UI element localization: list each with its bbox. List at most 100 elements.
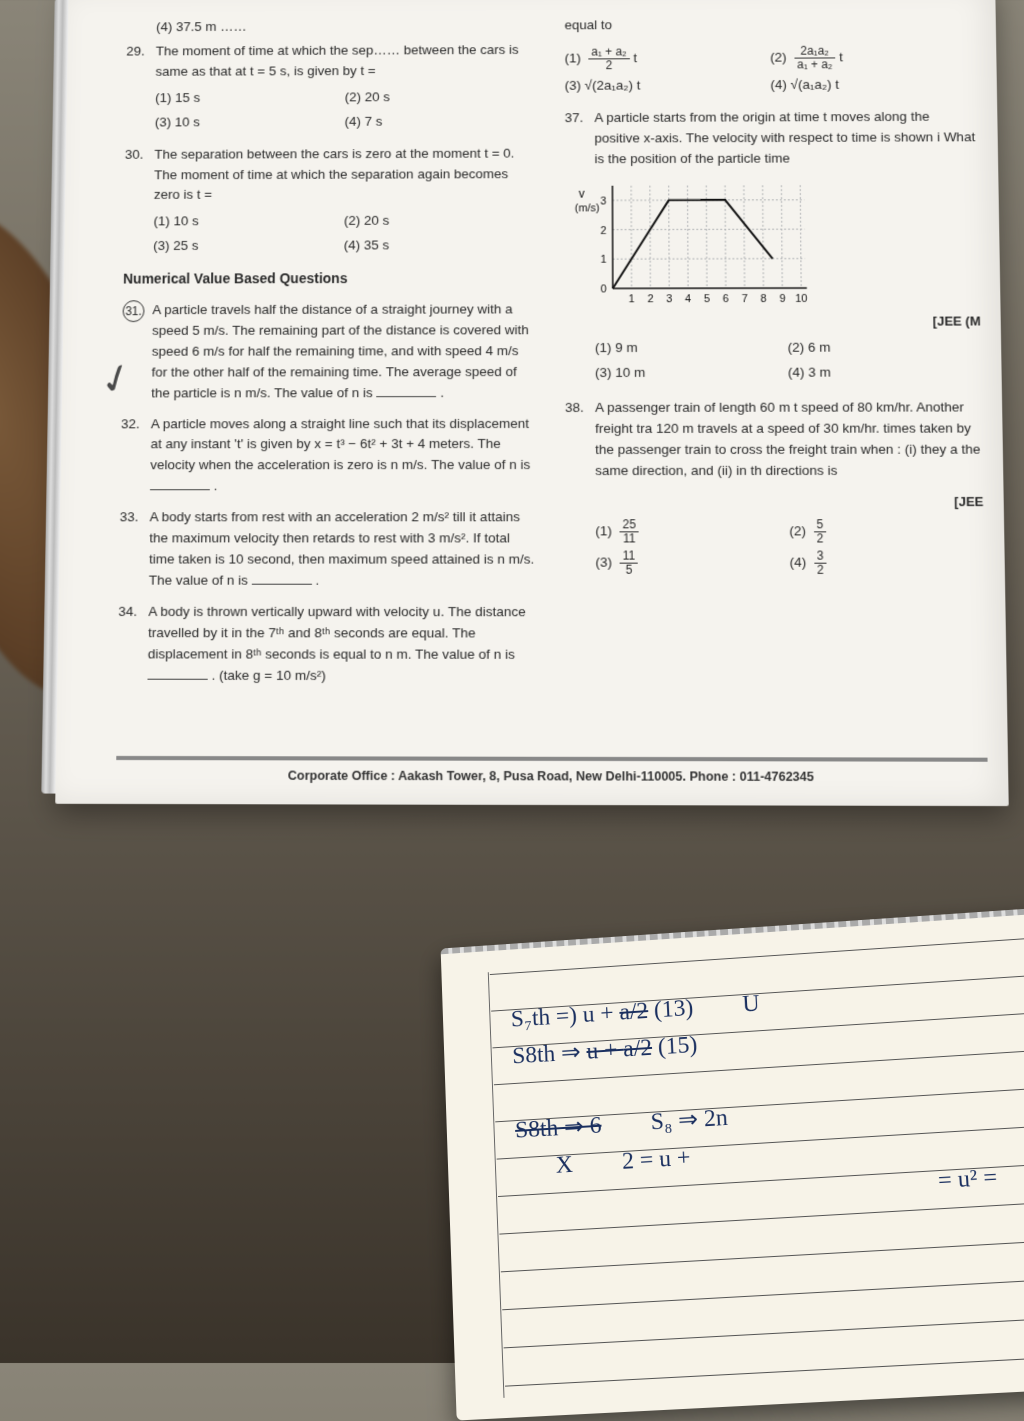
q30-opt2: (2) 20 s bbox=[344, 209, 535, 234]
q30-opt4: (4) 35 s bbox=[344, 234, 535, 259]
q31-num: 31. bbox=[122, 300, 144, 322]
cont-opt1-num: a₁ + a₂ bbox=[588, 46, 629, 60]
q33-num: 33. bbox=[119, 507, 150, 591]
q29-opt1: (1) 15 s bbox=[155, 86, 345, 111]
q37: 37. A particle starts from the origin at… bbox=[565, 107, 979, 170]
q38-opt4-label: (4) bbox=[790, 555, 807, 570]
cont-opt1-tail: t bbox=[630, 51, 637, 66]
svg-text:5: 5 bbox=[704, 293, 710, 305]
q32-text: A particle moves along a straight line s… bbox=[150, 415, 530, 472]
q31: 31. A particle travels half the distance… bbox=[121, 299, 535, 404]
svg-text:(m/s): (m/s) bbox=[575, 202, 600, 214]
q38: 38. A passenger train of length 60 m t s… bbox=[565, 397, 983, 481]
q38-opt4-den: 2 bbox=[814, 564, 827, 577]
left-column: (4) 37.5 m …… 29. The moment of time at … bbox=[117, 16, 535, 697]
q30-num: 30. bbox=[123, 145, 154, 259]
q37-text: A particle starts from the origin at tim… bbox=[594, 109, 975, 166]
q30-opt3: (3) 25 s bbox=[153, 234, 344, 259]
nvq-heading: Numerical Value Based Questions bbox=[123, 268, 535, 290]
handwriting: S₇th =) u + a/2 (13) U S8th ⇒ u + a/2 (1… bbox=[510, 968, 1024, 1387]
page-footer: Corporate Office : Aakash Tower, 8, Pusa… bbox=[116, 756, 988, 788]
svg-text:9: 9 bbox=[779, 293, 785, 305]
q29: 29. The moment of time at which the sep…… bbox=[125, 40, 535, 135]
q38-opt1: (1) 2511 bbox=[595, 516, 789, 548]
q29-text: The moment of time at which the sep…… be… bbox=[155, 42, 518, 78]
q29-num: 29. bbox=[125, 42, 156, 135]
hw-l4l: X bbox=[555, 1146, 574, 1184]
q28-opt-remnant: (4) 37.5 m …… bbox=[156, 16, 535, 38]
cont-opt3: (3) √(2a₁a₂) t bbox=[565, 74, 771, 99]
q38-opt1-label: (1) bbox=[595, 523, 612, 538]
q29-opt2: (2) 20 s bbox=[345, 85, 535, 110]
hw-l3l: S8th ⇒ 6 bbox=[514, 1107, 602, 1150]
graph-svg: 012312345678910v(m/s) bbox=[575, 179, 815, 308]
q31-text: A particle travels half the distance of … bbox=[151, 301, 529, 400]
q38-opt3-label: (3) bbox=[595, 555, 612, 570]
q38-opt3: (3) 115 bbox=[595, 548, 789, 580]
cont-opt2: (2) 2a₁a₂a₁ + a₂ t bbox=[770, 42, 977, 74]
q34: 34. A body is thrown vertically upward w… bbox=[117, 602, 535, 687]
q34-blank bbox=[147, 678, 207, 679]
q38-opt4-num: 3 bbox=[814, 550, 827, 564]
q31-blank bbox=[377, 396, 437, 397]
q32: 32. A particle moves along a straight li… bbox=[120, 413, 535, 497]
q38-opt1-num: 25 bbox=[619, 518, 639, 532]
q37-opt2: (2) 6 m bbox=[788, 336, 982, 361]
cont-opt1-label: (1) bbox=[565, 51, 581, 66]
q38-opt3-num: 11 bbox=[620, 550, 639, 564]
q30-opt1: (1) 10 s bbox=[153, 209, 344, 234]
q37-opt3: (3) 10 m bbox=[595, 361, 788, 386]
cont-opt1: (1) a₁ + a₂2 t bbox=[565, 43, 771, 74]
hw-l1a: S₇th =) u + bbox=[510, 1000, 620, 1032]
q34-text: A body is thrown vertically upward with … bbox=[148, 604, 526, 662]
svg-text:0: 0 bbox=[601, 283, 607, 295]
q38-opt3-den: 5 bbox=[620, 564, 639, 577]
right-column: equal to (1) a₁ + a₂2 t (2) 2a₁a₂a₁ + a₂… bbox=[565, 14, 987, 698]
svg-text:7: 7 bbox=[742, 293, 748, 305]
q34-tail: . (take g = 10 m/s²) bbox=[211, 667, 325, 682]
velocity-time-graph: 012312345678910v(m/s) bbox=[575, 179, 815, 308]
hw-l1c: U bbox=[742, 985, 761, 1023]
hw-l4r: 2 = u + bbox=[621, 1139, 691, 1181]
hw-l2b: u + bbox=[586, 1037, 624, 1065]
svg-text:8: 8 bbox=[760, 293, 766, 305]
cont-opt2-label: (2) bbox=[770, 50, 787, 65]
q33-text: A body starts from rest with an accelera… bbox=[149, 509, 535, 587]
cont-opt4: (4) √(a₁a₂) t bbox=[770, 73, 977, 98]
svg-text:1: 1 bbox=[629, 293, 635, 305]
svg-text:3: 3 bbox=[666, 293, 672, 305]
svg-text:6: 6 bbox=[723, 293, 729, 305]
q38-opt4: (4) 32 bbox=[789, 548, 984, 580]
jee-tag-2: [JEE bbox=[565, 492, 984, 512]
q32-num: 32. bbox=[120, 414, 151, 498]
hw-l3r: S₈ ⇒ 2n bbox=[650, 1099, 729, 1141]
q38-opt2-num: 5 bbox=[813, 518, 826, 532]
q37-opt1: (1) 9 m bbox=[595, 336, 788, 361]
cont-head: equal to bbox=[565, 14, 977, 36]
svg-text:4: 4 bbox=[685, 293, 691, 305]
svg-text:1: 1 bbox=[601, 254, 607, 266]
q38-opt2: (2) 52 bbox=[789, 516, 984, 548]
q29-opt3: (3) 10 s bbox=[155, 110, 345, 135]
q29-opt4: (4) 7 s bbox=[345, 109, 535, 134]
q37-opt4: (4) 3 m bbox=[788, 360, 982, 385]
svg-text:v: v bbox=[579, 187, 585, 201]
q37-num: 37. bbox=[565, 108, 595, 170]
q38-opt2-den: 2 bbox=[814, 532, 827, 545]
q33-blank bbox=[252, 584, 312, 585]
textbook-page: ✓ (4) 37.5 m …… 29. The moment of time a… bbox=[55, 0, 1009, 806]
cont-opt2-tail: t bbox=[835, 50, 843, 65]
svg-text:3: 3 bbox=[600, 195, 606, 207]
q38-text: A passenger train of length 60 m t speed… bbox=[595, 399, 980, 477]
notebook: S₇th =) u + a/2 (13) U S8th ⇒ u + a/2 (1… bbox=[441, 907, 1024, 1420]
svg-text:2: 2 bbox=[647, 293, 653, 305]
hw-l2c: (15) bbox=[657, 1032, 698, 1060]
q38-opt1-den: 11 bbox=[620, 532, 640, 545]
q38-opt2-label: (2) bbox=[789, 523, 806, 538]
q33: 33. A body starts from rest with an acce… bbox=[119, 507, 535, 591]
q34-num: 34. bbox=[117, 602, 148, 687]
q30: 30. The separation between the cars is z… bbox=[123, 143, 535, 259]
hw-l1b: (13) bbox=[653, 995, 693, 1023]
cont-opt1-den: 2 bbox=[588, 59, 629, 72]
q30-text: The separation between the cars is zero … bbox=[154, 145, 515, 202]
